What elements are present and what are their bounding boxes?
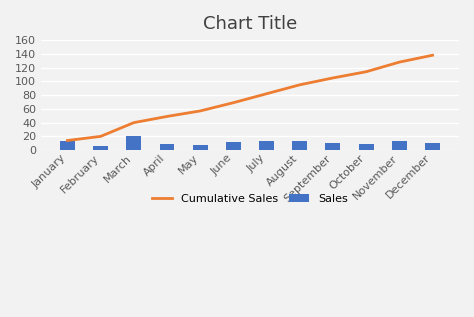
Cumulative Sales bbox=[64, 139, 70, 142]
Bar bbox=[292, 141, 307, 150]
Cumulative Sales bbox=[297, 83, 302, 87]
Legend: Cumulative Sales, Sales: Cumulative Sales, Sales bbox=[148, 189, 352, 208]
Bar bbox=[392, 140, 407, 150]
Bar bbox=[127, 136, 141, 150]
Cumulative Sales bbox=[330, 76, 336, 80]
Bar bbox=[259, 141, 274, 150]
Bar bbox=[60, 140, 75, 150]
Cumulative Sales bbox=[264, 92, 269, 96]
Cumulative Sales bbox=[197, 109, 203, 113]
Title: Chart Title: Chart Title bbox=[203, 15, 297, 33]
Cumulative Sales bbox=[131, 121, 137, 125]
Bar bbox=[193, 145, 208, 150]
Cumulative Sales bbox=[98, 134, 103, 138]
Bar bbox=[425, 143, 440, 150]
Cumulative Sales bbox=[164, 114, 170, 118]
Bar bbox=[359, 144, 374, 150]
Bar bbox=[160, 144, 174, 150]
Bar bbox=[93, 146, 108, 150]
Line: Cumulative Sales: Cumulative Sales bbox=[67, 55, 433, 140]
Cumulative Sales bbox=[363, 70, 369, 74]
Bar bbox=[226, 142, 241, 150]
Cumulative Sales bbox=[396, 60, 402, 64]
Bar bbox=[326, 143, 340, 150]
Cumulative Sales bbox=[430, 53, 436, 57]
Cumulative Sales bbox=[230, 101, 236, 105]
